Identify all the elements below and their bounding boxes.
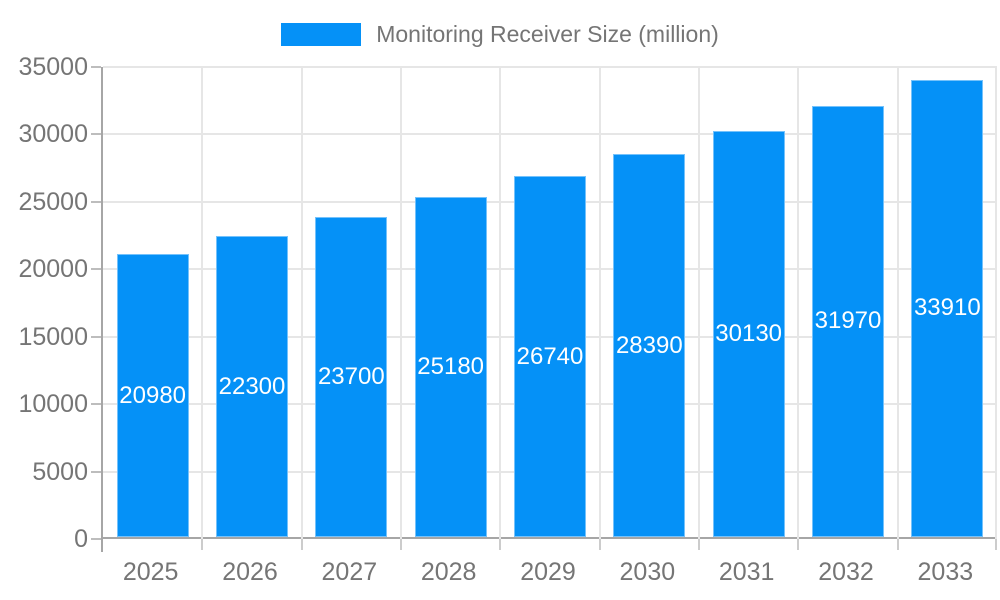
x-axis-tick-label: 2029 xyxy=(520,558,576,586)
x-axis-tick-label: 2027 xyxy=(321,558,378,586)
y-axis-tick xyxy=(91,268,101,271)
bar[interactable]: 30130 xyxy=(712,130,785,537)
bar[interactable]: 22300 xyxy=(216,236,288,537)
bar-value-label: 28390 xyxy=(615,331,683,359)
x-axis-tick xyxy=(301,539,303,550)
y-axis-tick-label: 15000 xyxy=(18,322,88,351)
gridline-vertical xyxy=(797,67,799,539)
y-axis-tick xyxy=(91,403,101,406)
y-axis-tick-label: 20000 xyxy=(18,255,88,284)
bar[interactable]: 28390 xyxy=(613,154,686,537)
legend-label: Monitoring Receiver Size (million) xyxy=(376,20,719,47)
gridline-vertical xyxy=(995,67,997,539)
bar-value-label: 22300 xyxy=(218,372,286,400)
y-axis-tick xyxy=(91,335,101,338)
legend-swatch-icon xyxy=(281,22,362,46)
gridline-vertical xyxy=(698,67,700,539)
gridline-vertical xyxy=(201,67,203,539)
gridline-horizontal xyxy=(103,133,997,136)
gridline-vertical xyxy=(301,67,303,539)
bar[interactable]: 23700 xyxy=(315,217,388,537)
y-axis-tick xyxy=(91,133,101,136)
y-axis-tick-label: 10000 xyxy=(18,390,88,419)
x-axis-tick-label: 2030 xyxy=(619,558,676,586)
x-axis-tick-label: 2031 xyxy=(718,558,775,586)
x-axis-tick-label: 2032 xyxy=(818,558,874,586)
x-axis-tick xyxy=(400,539,402,550)
x-axis-tick-label: 2033 xyxy=(917,558,974,586)
y-axis-tick-label: 30000 xyxy=(18,120,88,149)
x-axis-tick-label: 2026 xyxy=(222,558,278,586)
x-axis-tick-label: 2028 xyxy=(420,558,477,586)
x-axis-tick xyxy=(897,539,899,550)
bar[interactable]: 31970 xyxy=(812,105,884,537)
bar-value-label: 25180 xyxy=(417,353,485,381)
bar-value-label: 20980 xyxy=(119,381,187,409)
bar[interactable]: 33910 xyxy=(911,79,984,537)
x-axis-tick-label: 2025 xyxy=(122,558,179,586)
bar-value-label: 26740 xyxy=(516,342,584,370)
plot-area: 20980 22300 23700 25180 26740 28390 30130 31970… xyxy=(91,66,997,552)
gridline-vertical xyxy=(897,67,899,539)
bar-value-label: 23700 xyxy=(317,363,385,391)
y-axis-tick xyxy=(91,538,101,540)
legend: Monitoring Receiver Size (million) xyxy=(0,18,1000,50)
gridline-vertical xyxy=(599,67,601,539)
y-axis-tick-label: 0 xyxy=(74,525,88,553)
bar-value-label: 31970 xyxy=(814,307,882,335)
y-axis-tick-label: 35000 xyxy=(18,53,88,81)
bar[interactable]: 20980 xyxy=(116,254,189,537)
y-axis-line-extension xyxy=(101,539,103,552)
x-axis-tick xyxy=(201,539,203,550)
gridline-horizontal xyxy=(103,66,997,68)
x-axis-tick xyxy=(698,539,700,550)
x-axis-tick xyxy=(995,539,997,550)
legend-item[interactable]: Monitoring Receiver Size (million) xyxy=(281,21,719,48)
x-axis-tick xyxy=(797,539,799,550)
gridline-vertical xyxy=(499,67,501,539)
gridline-vertical xyxy=(400,67,402,539)
y-axis-tick-label: 5000 xyxy=(32,457,88,486)
y-axis-tick xyxy=(91,470,101,473)
bar[interactable]: 26740 xyxy=(514,176,586,537)
bar[interactable]: 25180 xyxy=(414,197,487,537)
y-axis-tick-label: 25000 xyxy=(18,187,88,216)
bar-value-label: 30130 xyxy=(715,319,783,347)
bar-value-label: 33910 xyxy=(913,294,981,322)
x-axis-tick xyxy=(599,539,601,550)
y-axis-tick xyxy=(91,66,101,68)
x-axis-tick xyxy=(499,539,501,550)
y-axis-tick xyxy=(91,200,101,203)
